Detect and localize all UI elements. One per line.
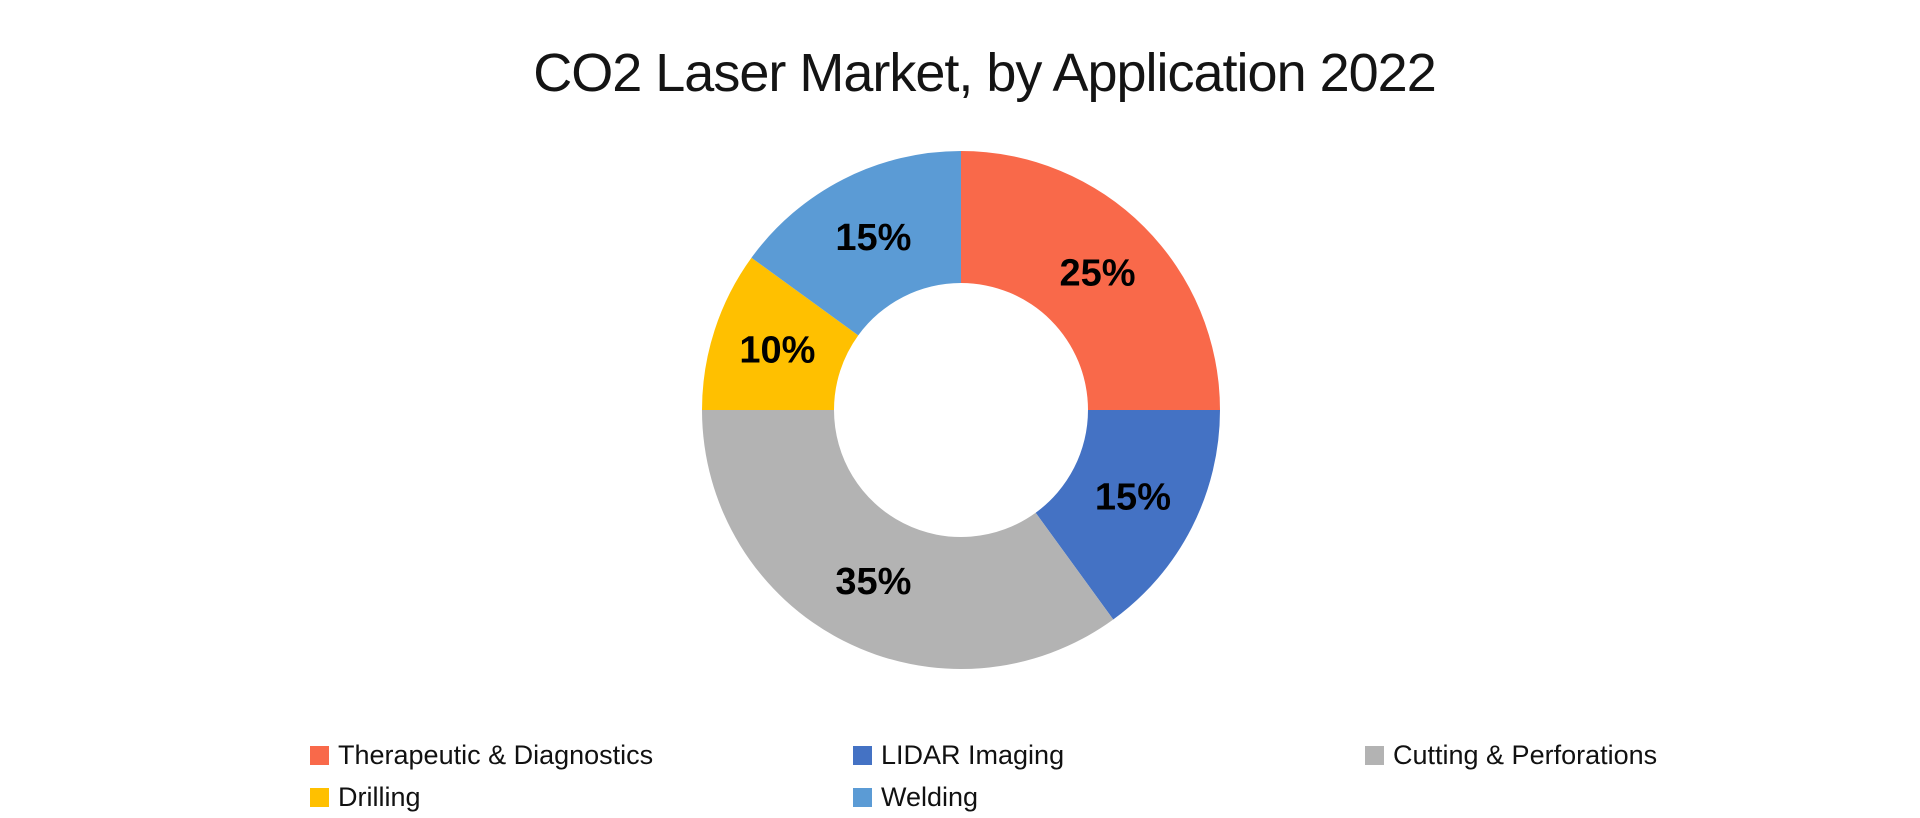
legend-label: Drilling bbox=[338, 781, 421, 812]
donut-slice-cutting-perforations bbox=[702, 410, 1114, 670]
donut-slice-drilling bbox=[702, 257, 859, 410]
donut-slice-lidar-imaging bbox=[1035, 410, 1220, 620]
legend-swatch-icon bbox=[310, 745, 329, 765]
donut-slice-therapeutic-diagnostics bbox=[961, 151, 1220, 410]
slice-label: 15% bbox=[1095, 477, 1171, 519]
slice-label: 35% bbox=[835, 561, 911, 603]
legend-item-drilling: Drilling bbox=[310, 782, 853, 813]
legend-item-lidar-imaging: LIDAR Imaging bbox=[853, 740, 1365, 771]
legend-swatch-icon bbox=[853, 787, 872, 807]
legend-label: Welding bbox=[881, 781, 979, 812]
legend: Therapeutic & Diagnostics LIDAR Imaging … bbox=[310, 734, 1657, 818]
slice-label: 25% bbox=[1059, 253, 1135, 295]
legend-label: Cutting & Perforations bbox=[1393, 739, 1658, 770]
slice-label: 10% bbox=[739, 329, 815, 371]
legend-swatch-icon bbox=[853, 745, 872, 765]
legend-swatch-icon bbox=[310, 787, 329, 807]
legend-label: LIDAR Imaging bbox=[881, 739, 1065, 770]
legend-swatch-icon bbox=[1365, 745, 1384, 765]
donut-slice-welding bbox=[751, 151, 961, 336]
legend-label: Therapeutic & Diagnostics bbox=[338, 739, 654, 770]
legend-item-welding: Welding bbox=[853, 782, 1365, 813]
legend-item-cutting-perforations: Cutting & Perforations bbox=[1365, 740, 1657, 771]
slice-label: 15% bbox=[835, 217, 911, 259]
legend-item-therapeutic-diagnostics: Therapeutic & Diagnostics bbox=[310, 740, 853, 771]
chart-title: CO2 Laser Market, by Application 2022 bbox=[533, 43, 1437, 103]
